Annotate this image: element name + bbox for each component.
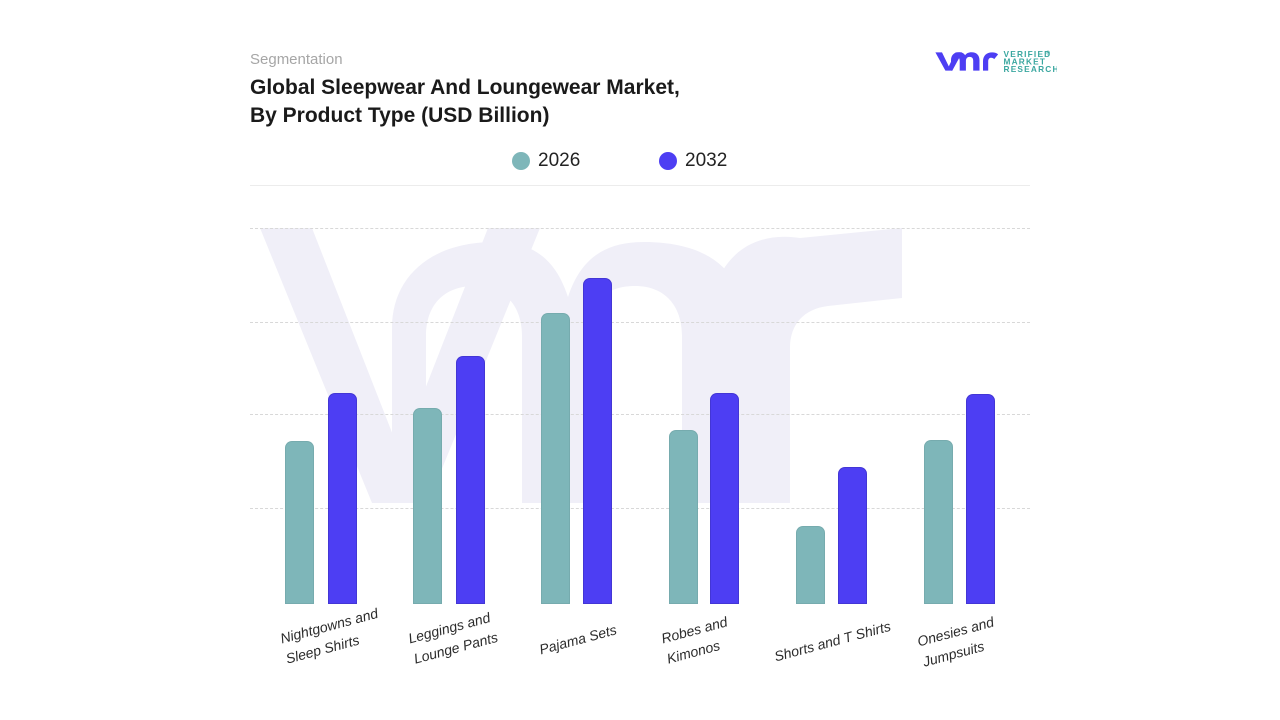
svg-text:RESEARCH: RESEARCH bbox=[1004, 64, 1058, 72]
svg-text:®: ® bbox=[1046, 49, 1050, 56]
